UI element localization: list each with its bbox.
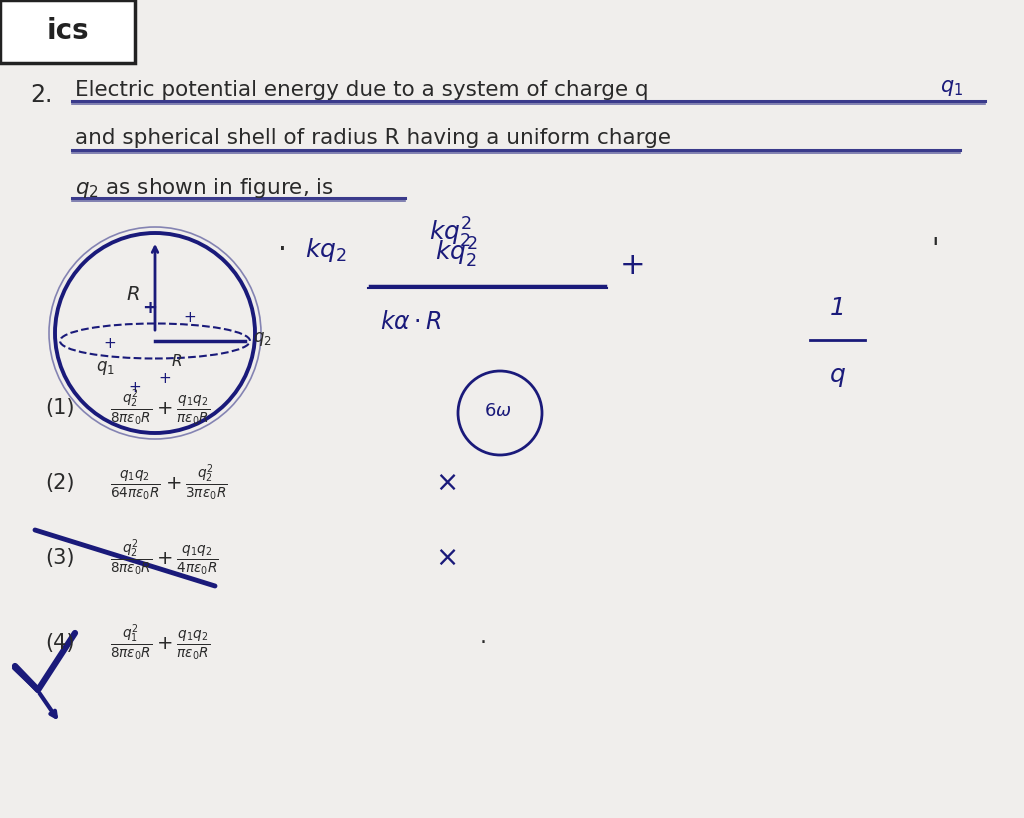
Text: q: q <box>830 363 846 387</box>
Text: $\frac{q_2^2}{8\pi\varepsilon_0 R} + \frac{q_1 q_2}{\pi\varepsilon_0 R}$: $\frac{q_2^2}{8\pi\varepsilon_0 R} + \fr… <box>110 388 210 429</box>
Text: $q_1$: $q_1$ <box>95 359 115 377</box>
Text: $q_2$: $q_2$ <box>253 330 271 348</box>
Text: +: + <box>129 380 141 395</box>
Text: $\frac{q_1^2}{8\pi\varepsilon_0 R} + \frac{q_1 q_2}{\pi\varepsilon_0 R}$: $\frac{q_1^2}{8\pi\varepsilon_0 R} + \fr… <box>110 622 210 663</box>
Text: ': ' <box>931 236 939 264</box>
Text: +: + <box>620 251 645 281</box>
Text: $kq_2$: $kq_2$ <box>305 236 347 264</box>
Text: $\times$: $\times$ <box>435 544 457 572</box>
Text: (3): (3) <box>45 548 75 568</box>
Text: $kq_2^2$: $kq_2^2$ <box>429 216 471 250</box>
Text: $6\omega$: $6\omega$ <box>484 402 512 420</box>
Text: $q_1$: $q_1$ <box>940 78 964 98</box>
Text: and spherical shell of radius R having a uniform charge: and spherical shell of radius R having a… <box>75 128 671 148</box>
Text: R: R <box>126 285 139 304</box>
Text: ·: · <box>480 633 487 653</box>
Text: +: + <box>183 311 197 326</box>
Text: $\frac{q_2^2}{8\pi\varepsilon_0 R} + \frac{q_1 q_2}{4\pi\varepsilon_0 R}$: $\frac{q_2^2}{8\pi\varepsilon_0 R} + \fr… <box>110 537 219 578</box>
Text: 2.: 2. <box>30 83 52 107</box>
Text: ics: ics <box>47 17 89 45</box>
Text: $\frac{q_1 q_2}{64\pi\varepsilon_0 R} + \frac{q_2^2}{3\pi\varepsilon_0 R}$: $\frac{q_1 q_2}{64\pi\varepsilon_0 R} + … <box>110 463 227 503</box>
Text: +: + <box>142 299 158 317</box>
Text: 1: 1 <box>830 296 846 320</box>
Text: $\times$: $\times$ <box>435 469 457 497</box>
FancyBboxPatch shape <box>0 0 135 63</box>
Text: Electric potential energy due to a system of charge q: Electric potential energy due to a syste… <box>75 80 648 100</box>
Text: $q_2$ as shown in figure, is: $q_2$ as shown in figure, is <box>75 176 334 200</box>
Text: R: R <box>172 353 182 368</box>
Text: $kq_2^2$: $kq_2^2$ <box>435 236 478 270</box>
Text: $k\alpha\cdot R$: $k\alpha\cdot R$ <box>380 310 442 334</box>
Text: +: + <box>159 371 171 385</box>
Text: (4): (4) <box>45 633 75 653</box>
Text: (1): (1) <box>45 398 75 418</box>
Text: (2): (2) <box>45 473 75 493</box>
Text: ·: · <box>278 236 287 264</box>
Text: +: + <box>103 335 117 350</box>
